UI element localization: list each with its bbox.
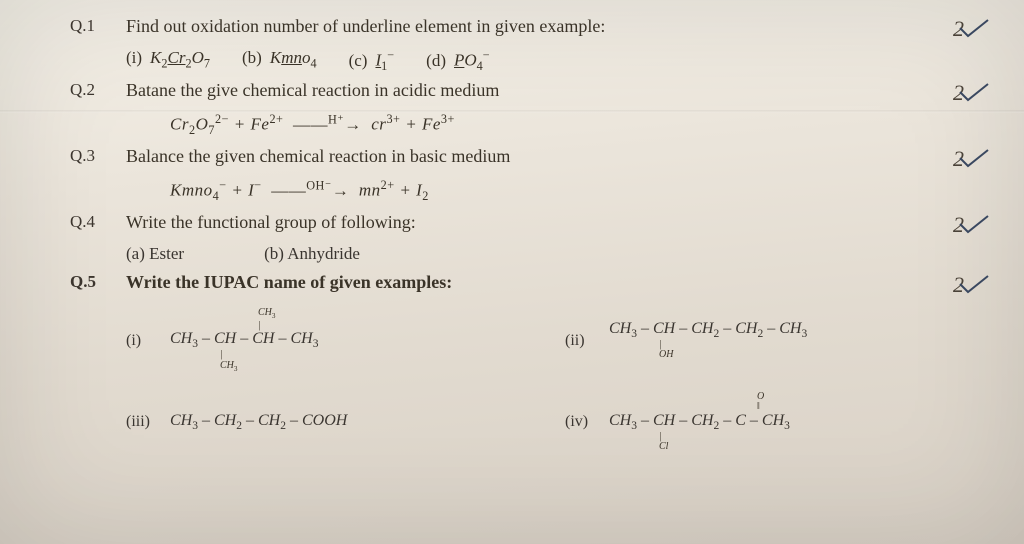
q5-part-i: (i) CH3| CH3 – CH – CH – CH3 |CH3 <box>126 308 525 373</box>
part-text: Anhydride <box>287 244 360 263</box>
struct-mid: CH3 – CH2 – CH2 – COOH <box>170 413 347 432</box>
q5-marks: 2 <box>894 272 964 298</box>
q2-equation: Cr2O72− + Fe2+ ——H⁺→ cr3+ + Fe3+ <box>70 112 964 138</box>
part-text: K2Cr2O7 <box>150 48 210 71</box>
q4-text: Write the functional group of following: <box>126 212 894 233</box>
q1-parts: (i) K2Cr2O7 (b) Kmno4 (c) I1− (d) PO4− <box>70 48 964 74</box>
part-text: I1− <box>375 48 394 74</box>
part-index: (a) <box>126 244 145 263</box>
tick-icon <box>958 274 990 296</box>
tick-icon <box>958 18 990 40</box>
struct-top: O‖ <box>609 392 790 413</box>
part-index: (ii) <box>565 332 595 350</box>
structure: CH3| CH3 – CH – CH – CH3 |CH3 <box>170 308 318 373</box>
part-text: Kmno4 <box>270 48 317 71</box>
q1-row: Q.1 Find out oxidation number of underli… <box>70 16 964 42</box>
q4-part-b: (b) Anhydride <box>264 244 360 264</box>
q1-text: Find out oxidation number of underline e… <box>126 16 894 37</box>
tick-icon <box>958 214 990 236</box>
struct-top: CH3| <box>170 308 318 331</box>
struct-bot: |Cl <box>609 432 790 453</box>
q5-text: Write the IUPAC name of given examples: <box>126 272 894 293</box>
part-index: (iii) <box>126 413 156 431</box>
struct-bot: |CH3 <box>170 350 318 373</box>
structure: CH3 – CH2 – CH2 – COOH <box>170 413 347 432</box>
struct-mid: CH3 – CH – CH2 – C – CH3 <box>609 413 790 432</box>
structure: O‖ CH3 – CH – CH2 – C – CH3 |Cl <box>609 392 790 453</box>
q3-number: Q.3 <box>70 146 126 166</box>
q4-marks: 2 <box>894 212 964 238</box>
q5-part-iv: (iv) O‖ CH3 – CH – CH2 – C – CH3 |Cl <box>565 392 964 453</box>
q5-row: Q.5 Write the IUPAC name of given exampl… <box>70 272 964 298</box>
q2-marks: 2 <box>894 80 964 106</box>
q3-equation: Kmno4− + I− ——OH⁻→ mn2+ + I2 <box>70 178 964 204</box>
q2-number: Q.2 <box>70 80 126 100</box>
q5-grid: (i) CH3| CH3 – CH – CH – CH3 |CH3 (ii) C… <box>70 308 964 453</box>
part-index: (c) <box>349 51 368 71</box>
part-text: Ester <box>149 244 184 263</box>
q1-part-c: (c) I1− <box>349 48 395 74</box>
q3-row: Q.3 Balance the given chemical reaction … <box>70 146 964 172</box>
part-index: (b) <box>264 244 284 263</box>
paper-crease <box>0 110 1024 113</box>
q5-part-iii: (iii) CH3 – CH2 – CH2 – COOH <box>126 392 525 453</box>
structure: CH3 – CH – CH2 – CH2 – CH3 |OH <box>609 321 807 361</box>
part-text: PO4− <box>454 48 490 74</box>
q1-marks: 2 <box>894 16 964 42</box>
tick-icon <box>958 82 990 104</box>
q5-number: Q.5 <box>70 272 126 292</box>
q2-text: Batane the give chemical reaction in aci… <box>126 80 894 101</box>
q1-number: Q.1 <box>70 16 126 36</box>
q1-part-i: (i) K2Cr2O7 <box>126 48 210 74</box>
struct-mid: CH3 – CH – CH2 – CH2 – CH3 <box>609 321 807 340</box>
q2-row: Q.2 Batane the give chemical reaction in… <box>70 80 964 106</box>
q1-part-b: (b) Kmno4 <box>242 48 317 74</box>
q1-part-d: (d) PO4− <box>426 48 490 74</box>
q5-part-ii: (ii) CH3 – CH – CH2 – CH2 – CH3 |OH <box>565 308 964 373</box>
part-index: (b) <box>242 48 262 68</box>
part-index: (iv) <box>565 413 595 431</box>
q3-marks: 2 <box>894 146 964 172</box>
tick-icon <box>958 148 990 170</box>
struct-bot: |OH <box>609 340 807 361</box>
q4-parts: (a) Ester (b) Anhydride <box>70 244 964 264</box>
q4-row: Q.4 Write the functional group of follow… <box>70 212 964 238</box>
struct-mid: CH3 – CH – CH – CH3 <box>170 331 318 350</box>
q3-text: Balance the given chemical reaction in b… <box>126 146 894 167</box>
q4-part-a: (a) Ester <box>126 244 184 264</box>
part-index: (i) <box>126 48 142 68</box>
part-index: (i) <box>126 332 156 350</box>
q4-number: Q.4 <box>70 212 126 232</box>
part-index: (d) <box>426 51 446 71</box>
